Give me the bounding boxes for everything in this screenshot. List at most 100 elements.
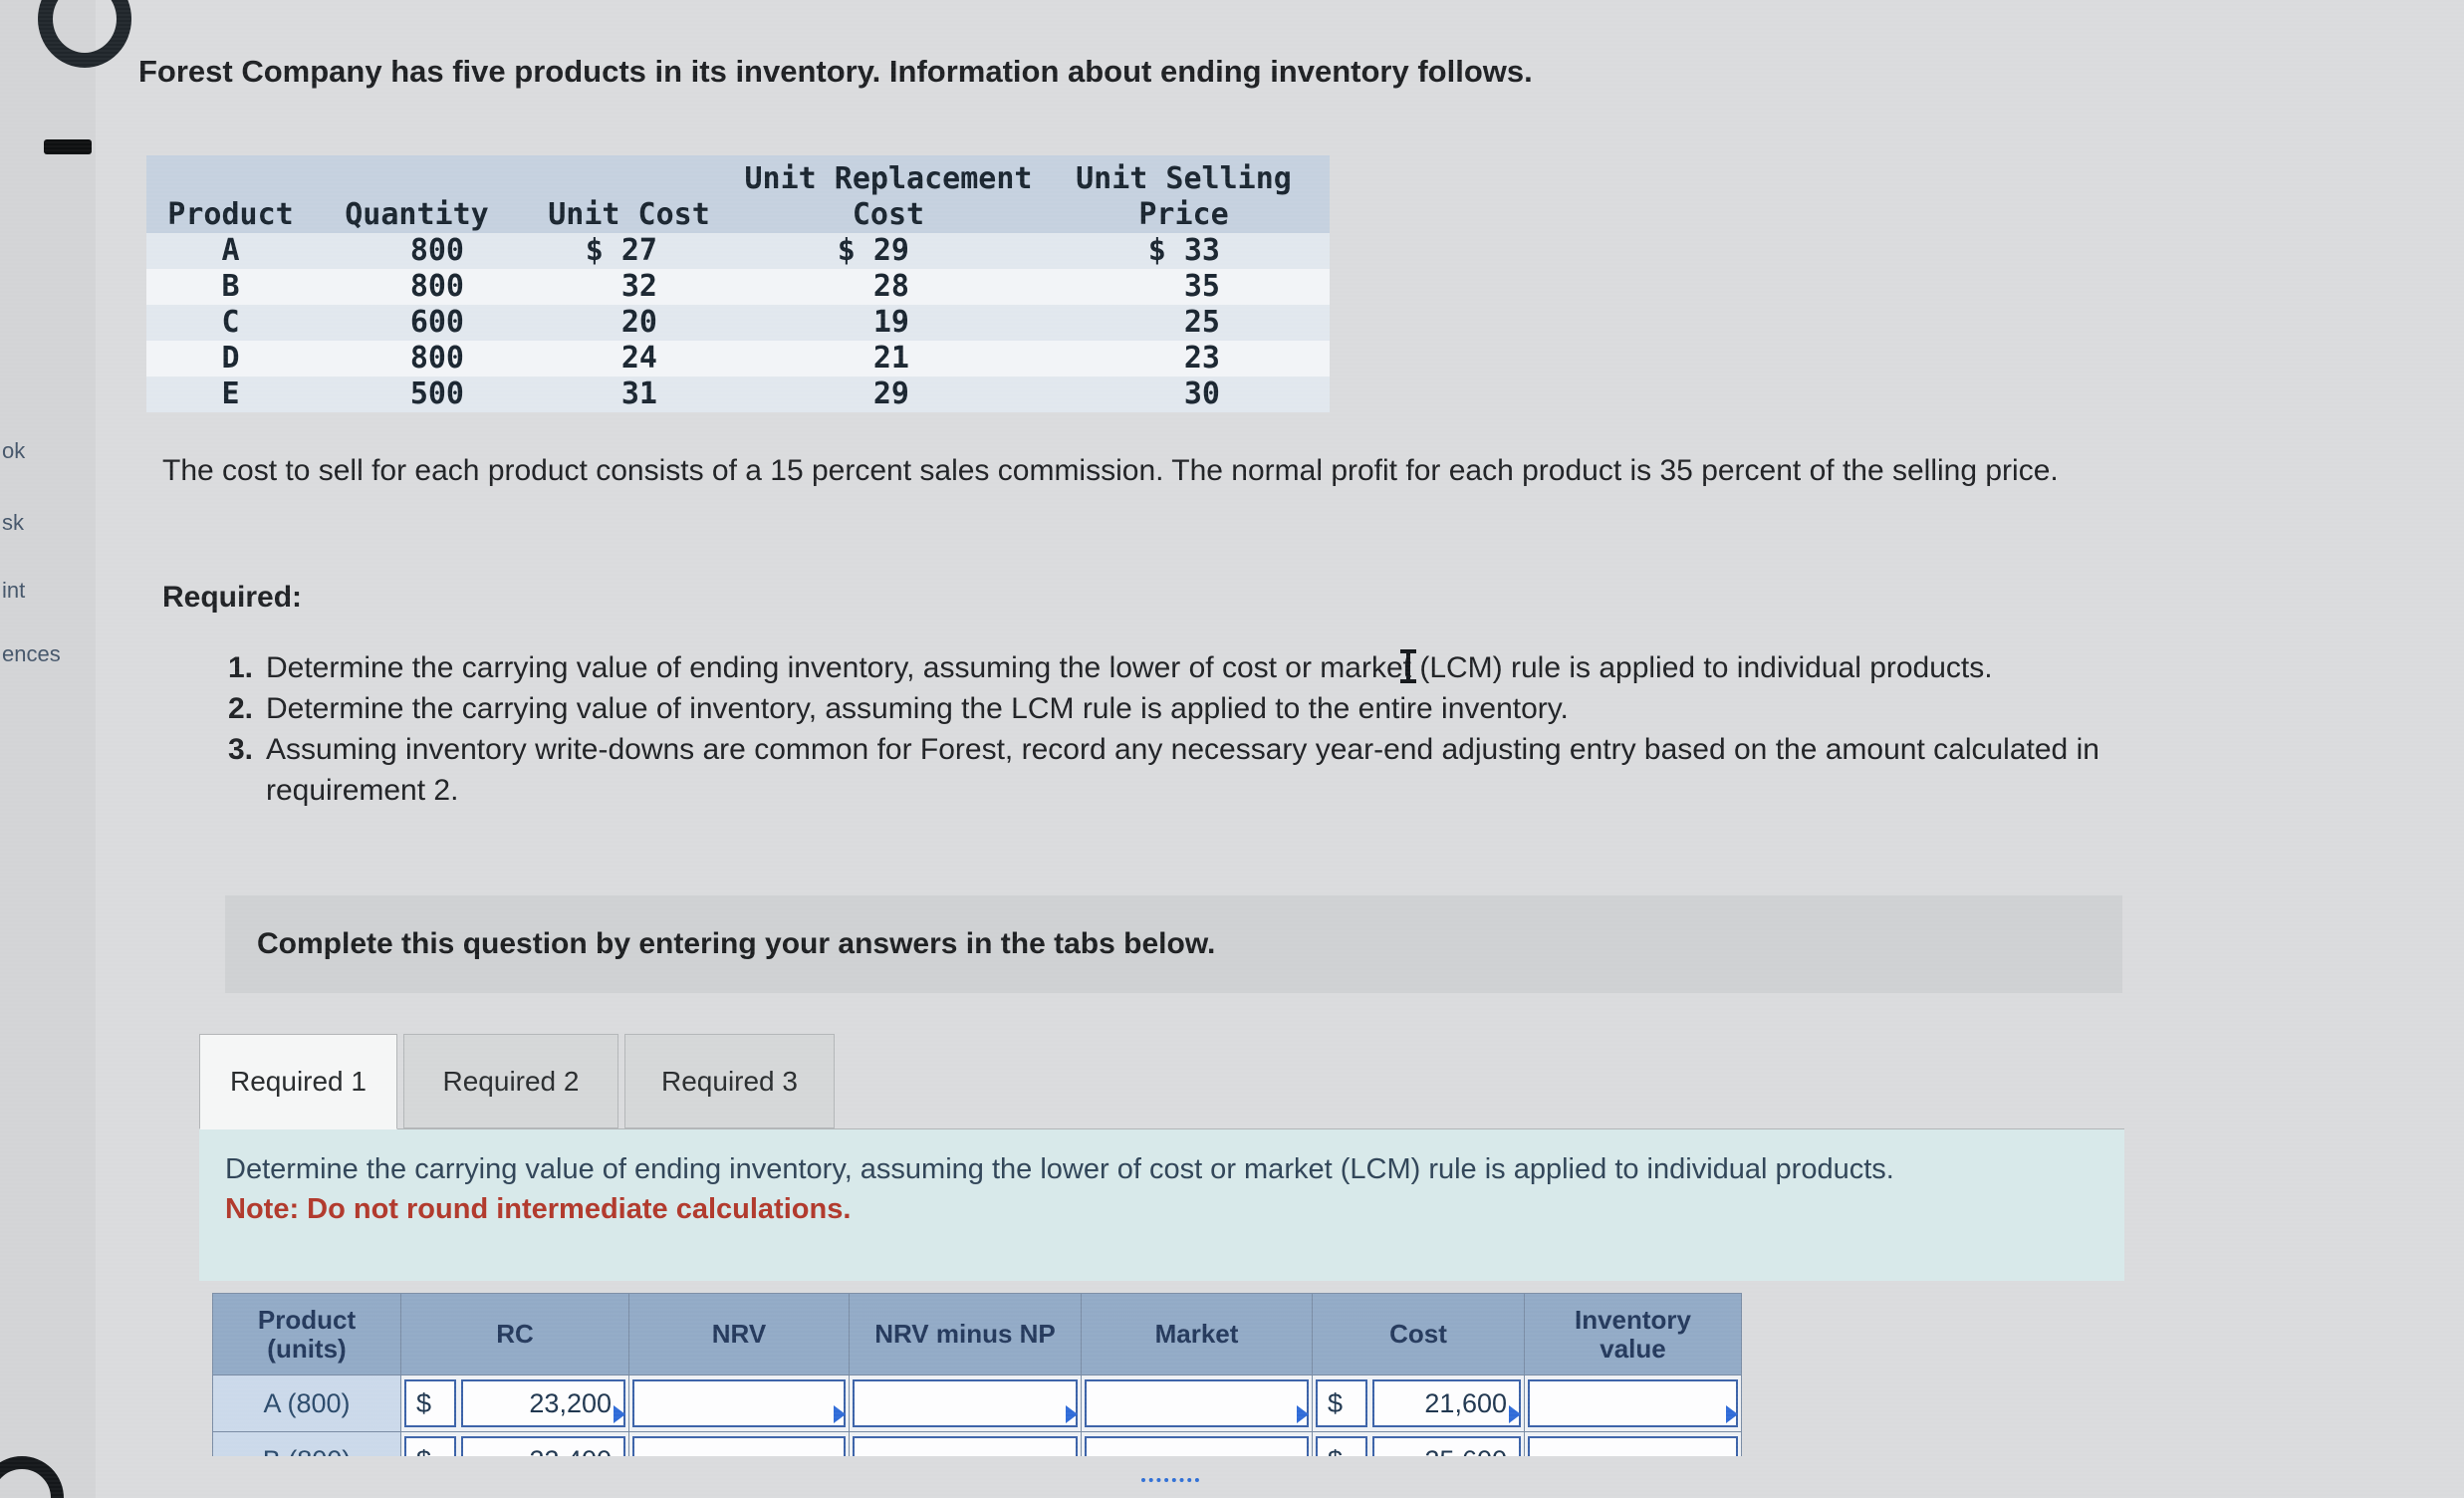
input-marker-icon [1726,1405,1738,1423]
currency-symbol: $ [404,1379,456,1427]
answer-col-rc: RC [401,1294,629,1375]
cell-unit-cost: 31 [620,376,657,411]
market-input[interactable] [1087,1381,1307,1425]
cell-product: D [221,341,240,375]
rc-input[interactable] [463,1381,623,1425]
inventory-row: C 600 20 19 25 [146,305,1330,341]
instruction-panel: Determine the carrying value of ending i… [199,1128,2124,1281]
cell-quantity: 500 [409,376,464,411]
question-paragraph: The cost to sell for each product consis… [162,454,2059,487]
cost-input-box [1372,1436,1521,1456]
input-marker-icon [1297,1405,1309,1423]
cell-quantity: 800 [409,269,464,304]
sidebar-item-print[interactable]: int [2,578,26,603]
cost-input-box [1372,1379,1521,1427]
requirement-text: Determine the carrying value of inventor… [266,692,1569,725]
requirement-number: 1. [228,651,254,684]
nrv-input[interactable] [634,1438,844,1456]
cell-replacement-cost: 29 [872,376,909,411]
requirement-item: 2. Determine the carrying value of inven… [228,688,2210,729]
inventory-row: E 500 31 29 30 [146,376,1330,412]
tab-required-3[interactable]: Required 3 [624,1034,835,1128]
sidebar-item-ask[interactable]: sk [2,510,24,535]
question-heading: Forest Company has five products in its … [138,54,1533,89]
rc-input[interactable] [463,1438,623,1456]
answer-col-market: Market [1082,1294,1313,1375]
complete-banner: Complete this question by entering your … [225,895,2122,993]
market-cell [1082,1432,1313,1456]
sidebar-item-references[interactable]: ences [2,641,61,666]
cell-selling-price: 30 [1183,376,1220,411]
inventory-col-unit-replacement-cost: Unit Replacement Cost [744,161,1033,232]
nrv-minus-np-input-box [853,1436,1078,1456]
cell-unit-cost: 20 [620,305,657,340]
nrv-input-box [632,1379,846,1427]
cell-selling-price: $ 33 [1147,233,1220,268]
requirement-text: Determine the carrying value of ending i… [266,651,1993,684]
cell-quantity: 600 [409,305,464,340]
inventory-table-header: Product Quantity Unit Cost Unit Replacem… [146,155,1330,233]
inventory-value-input-box [1528,1379,1738,1427]
cost-input[interactable] [1374,1381,1519,1425]
complete-banner-text: Complete this question by entering your … [257,927,1216,960]
inventory-value-cell [1525,1432,1742,1456]
market-input[interactable] [1087,1438,1307,1456]
rc-input-box [461,1379,625,1427]
inventory-col-unit-cost: Unit Cost [548,197,710,232]
nrv-minus-np-input-box [853,1379,1078,1427]
cell-selling-price: 35 [1183,269,1220,304]
requirement-item: 1. Determine the carrying value of endin… [228,647,2210,688]
nrv-cell [629,1432,850,1456]
nrv-minus-np-input[interactable] [855,1381,1076,1425]
tab-required-2[interactable]: Required 2 [403,1034,618,1128]
note-text: Note: Do not round intermediate calculat… [225,1193,852,1225]
cell-unit-cost: 32 [620,269,657,304]
inventory-value-cell [1525,1375,1742,1432]
answer-col-nrv: NRV [629,1294,850,1375]
market-input-box [1085,1379,1309,1427]
inventory-col-product: Product [167,197,294,232]
corner-fragment [0,1456,64,1498]
answer-table: Product (units) RC NRV NRV minus NP Mark… [212,1293,1742,1456]
input-marker-icon [834,1405,846,1423]
requirement-number: 2. [228,692,254,725]
cell-product: A [221,233,240,268]
requirement-text: Assuming inventory write-downs are commo… [266,733,2099,807]
input-marker-icon [614,1405,625,1423]
cell-unit-cost: 24 [620,341,657,375]
text-cursor [1400,649,1416,683]
tab-required-1[interactable]: Required 1 [199,1034,397,1129]
currency-symbol: $ [1316,1379,1367,1427]
answer-table-viewport: Product (units) RC NRV NRV minus NP Mark… [212,1293,1743,1456]
cell-selling-price: 23 [1183,341,1220,375]
requirement-number: 3. [228,733,254,766]
nrv-cell [629,1375,850,1432]
cell-unit-cost: $ 27 [585,233,657,268]
input-marker-icon [1066,1405,1078,1423]
inventory-value-input-box [1528,1436,1738,1456]
cell-quantity: 800 [409,233,464,268]
answer-col-inventory-value: Inventory value [1525,1294,1742,1375]
inventory-value-input[interactable] [1530,1381,1736,1425]
rc-cell: $ [401,1375,629,1432]
tab-bar: Required 1 Required 2 Required 3 [199,1034,835,1129]
currency-symbol: $ [1316,1436,1367,1456]
inventory-value-input[interactable] [1530,1438,1736,1456]
cell-replacement-cost: 19 [872,305,909,340]
market-cell [1082,1375,1313,1432]
nrv-minus-np-input[interactable] [855,1438,1076,1456]
answer-col-product: Product (units) [213,1294,401,1375]
cell-replacement-cost: 28 [872,269,909,304]
required-label: Required: [162,581,303,614]
nrv-input[interactable] [634,1381,844,1425]
cost-input[interactable] [1374,1438,1519,1456]
nrv-input-box [632,1436,846,1456]
inventory-col-unit-selling-price: Unit Selling Price [1076,161,1292,232]
cell-quantity: 800 [409,341,464,375]
product-cell: A (800) [213,1375,401,1432]
rc-cell: $ [401,1432,629,1456]
sidebar-item-ebook[interactable]: ok [2,438,26,463]
answer-col-nrv-minus-np: NRV minus NP [850,1294,1082,1375]
nrv-minus-np-cell [850,1375,1082,1432]
